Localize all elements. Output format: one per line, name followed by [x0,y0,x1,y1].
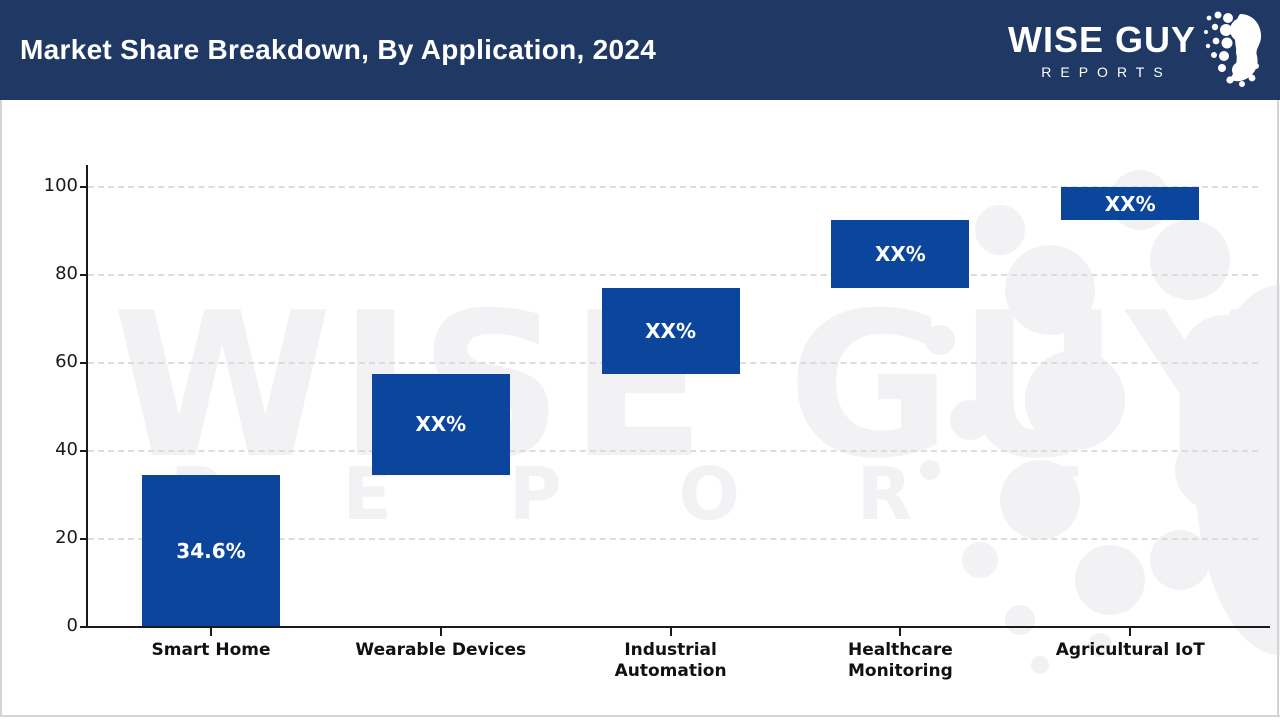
gridline-y-80 [88,274,1258,276]
y-tick-100 [80,186,88,188]
x-tick-label-3: Industrial Automation [614,640,727,682]
y-tick-label-100: 100 [43,175,78,196]
bar-4: XX% [831,220,970,289]
bar-2: XX% [371,373,510,475]
x-tick-label-2: Wearable Devices [355,640,527,660]
bar-value-label-5: XX% [1104,191,1156,216]
y-tick-0 [80,626,88,628]
logo-subtitle: REPORTS [1041,64,1172,80]
header-bar: Market Share Breakdown, By Application, … [0,0,1280,100]
bar-value-label-1: 34.6% [176,538,246,563]
gridline-y-40 [88,450,1258,452]
logo-wordmark: WISE GUY [1007,19,1196,60]
wise-guy-reports-logo: WISE GUY REPORTS [1008,8,1264,88]
x-tick-label-5: Agricultural IoT [1055,640,1205,660]
bar-value-label-3: XX% [645,318,697,343]
y-tick-label-40: 40 [55,439,78,460]
bar-value-label-2: XX% [415,412,467,437]
frame-left-edge [0,100,2,716]
y-tick-label-20: 20 [55,527,78,548]
wise-guy-face-icon [1204,11,1262,87]
logo-text: WISE GUY REPORTS [1007,19,1196,81]
x-tick-1 [210,628,212,636]
y-tick-20 [80,538,88,540]
y-tick-label-60: 60 [55,351,78,372]
x-tick-label-1: Smart Home [151,640,271,660]
x-tick-2 [439,628,442,636]
y-tick-60 [80,362,88,364]
x-tick-3 [669,628,672,636]
y-axis-line [86,165,88,628]
frame-right-edge [1277,100,1279,716]
bar-value-label-4: XX% [874,242,926,267]
x-axis-line [86,626,1270,628]
page-title: Market Share Breakdown, By Application, … [20,34,657,65]
bar-1: 34.6% [142,474,280,627]
y-tick-40 [80,450,88,452]
bar-5: XX% [1061,187,1200,221]
x-tick-4 [899,628,902,636]
gridline-y-100 [88,186,1258,188]
x-tick-5 [1129,628,1132,636]
y-tick-label-0: 0 [66,615,78,636]
x-tick-label-4: Healthcare Monitoring [847,640,953,682]
frame-bottom-edge [0,715,1280,717]
gridline-y-20 [88,538,1258,540]
y-tick-80 [80,274,88,276]
y-tick-label-80: 80 [55,263,78,284]
bar-3: XX% [601,288,740,374]
